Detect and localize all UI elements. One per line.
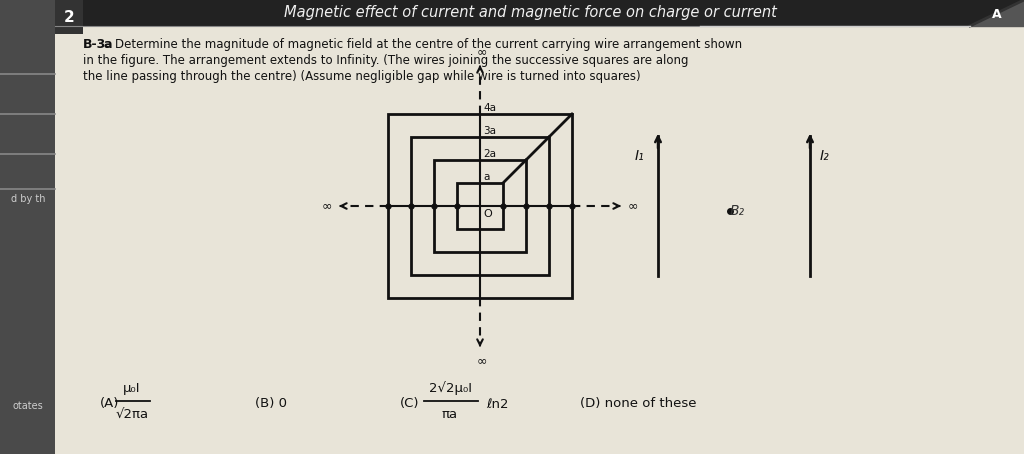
Text: 2√2μ₀I: 2√2μ₀I <box>428 381 471 395</box>
Text: B-3.: B-3. <box>83 38 111 51</box>
Text: a: a <box>483 172 489 182</box>
Text: I₂: I₂ <box>820 149 829 163</box>
Text: in the figure. The arrangement extends to Infinity. (The wires joining the succe: in the figure. The arrangement extends t… <box>83 54 688 67</box>
Bar <box>411 137 549 275</box>
Text: ∞: ∞ <box>628 199 638 212</box>
Text: πa: πa <box>442 408 458 421</box>
Text: I₁: I₁ <box>634 149 644 163</box>
Bar <box>457 183 503 229</box>
Text: (D) none of these: (D) none of these <box>580 398 696 410</box>
Text: (A): (A) <box>100 398 120 410</box>
Text: 2a: 2a <box>483 149 496 159</box>
Bar <box>388 114 572 298</box>
Text: the line passing through the centre) (Assume negligible gap while wire is turned: the line passing through the centre) (As… <box>83 70 641 83</box>
Text: otates: otates <box>12 401 43 411</box>
Text: a: a <box>103 38 112 51</box>
Text: A: A <box>992 8 1001 20</box>
Text: 4a: 4a <box>483 103 496 113</box>
Text: d by th: d by th <box>10 194 45 204</box>
Text: √2πa: √2πa <box>116 408 148 421</box>
Bar <box>434 160 526 252</box>
Text: ∞: ∞ <box>477 45 487 58</box>
Text: ℓn2: ℓn2 <box>486 398 509 410</box>
Text: Magnetic effect of current and magnetic force on charge or current: Magnetic effect of current and magnetic … <box>284 5 776 20</box>
Bar <box>55 0 1024 26</box>
Text: (C): (C) <box>400 398 420 410</box>
Text: μ₀I: μ₀I <box>123 382 140 395</box>
Text: 2: 2 <box>63 10 75 25</box>
Text: 3a: 3a <box>483 126 496 136</box>
Bar <box>55 0 83 34</box>
Text: O: O <box>483 209 492 219</box>
Text: B₂: B₂ <box>730 204 745 218</box>
Text: Determine the magnitude of magnetic field at the centre of the current carrying : Determine the magnitude of magnetic fiel… <box>115 38 742 51</box>
Text: ∞: ∞ <box>322 199 332 212</box>
Polygon shape <box>970 0 1024 26</box>
Text: ∞: ∞ <box>477 354 487 367</box>
Text: (B) 0: (B) 0 <box>255 398 287 410</box>
Bar <box>0 0 55 454</box>
